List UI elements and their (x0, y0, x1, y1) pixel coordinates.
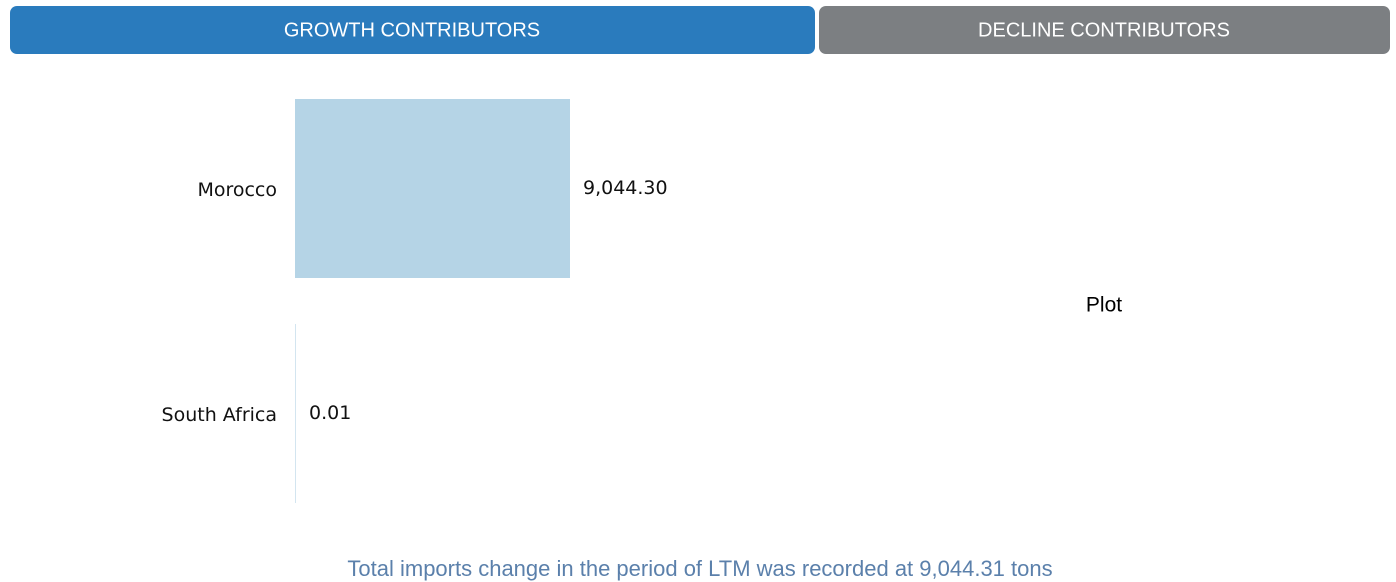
value-label: 0.01 (309, 402, 351, 424)
bar (295, 99, 570, 278)
tab-label[interactable]: DECLINE CONTRIBUTORS (978, 19, 1230, 41)
category-label: Morocco (197, 179, 277, 201)
tab-active[interactable] (10, 6, 815, 54)
tab-label[interactable]: GROWTH CONTRIBUTORS (284, 19, 540, 41)
bar (295, 324, 296, 503)
footer-note: Total imports change in the period of LT… (347, 556, 1052, 581)
chart-title: Plot (1086, 294, 1122, 317)
category-label: South Africa (162, 404, 277, 426)
value-label: 9,044.30 (583, 177, 668, 199)
tab-inactive[interactable] (819, 6, 1390, 54)
